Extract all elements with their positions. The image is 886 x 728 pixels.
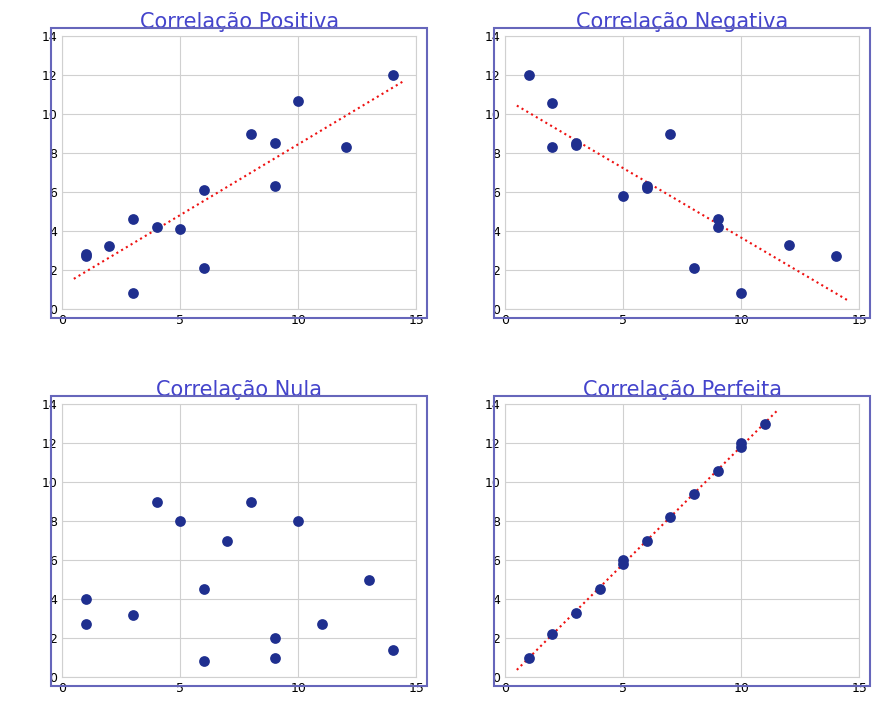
Point <box>593 584 607 596</box>
Point <box>102 240 116 252</box>
Point <box>781 239 796 250</box>
Point <box>173 223 187 235</box>
Point <box>734 288 749 299</box>
Point <box>758 418 772 430</box>
Point <box>569 607 583 619</box>
Point <box>616 190 630 202</box>
Point <box>711 221 725 233</box>
Title: Correlação Perfeita: Correlação Perfeita <box>583 380 781 400</box>
Point <box>79 249 93 261</box>
Point <box>244 128 258 140</box>
Point <box>197 584 211 596</box>
Title: Correlação Negativa: Correlação Negativa <box>576 12 789 32</box>
Point <box>734 441 749 453</box>
Point <box>338 141 353 153</box>
Title: Correlação Positiva: Correlação Positiva <box>140 12 338 32</box>
Title: Correlação Nula: Correlação Nula <box>156 380 323 400</box>
Point <box>268 633 282 644</box>
Point <box>197 656 211 668</box>
Point <box>385 69 400 81</box>
Point <box>79 593 93 605</box>
Point <box>664 512 678 523</box>
Point <box>687 488 701 500</box>
Point <box>173 515 187 527</box>
Point <box>640 535 654 547</box>
Point <box>522 69 536 81</box>
Point <box>545 628 559 640</box>
Point <box>385 644 400 656</box>
Point <box>268 138 282 149</box>
Point <box>126 609 140 620</box>
Point <box>569 140 583 151</box>
Point <box>569 138 583 149</box>
Point <box>687 262 701 274</box>
Point <box>711 213 725 225</box>
Point <box>150 221 164 233</box>
Point <box>711 464 725 476</box>
Point <box>828 250 843 262</box>
Point <box>291 95 306 106</box>
Point <box>545 97 559 108</box>
Point <box>197 262 211 274</box>
Point <box>197 184 211 196</box>
Point <box>664 128 678 140</box>
Point <box>126 213 140 225</box>
Point <box>616 558 630 570</box>
Point <box>315 619 329 630</box>
Point <box>79 250 93 262</box>
Point <box>362 574 377 585</box>
Point <box>616 555 630 566</box>
Point <box>268 652 282 663</box>
Point <box>221 535 235 547</box>
Point <box>734 438 749 449</box>
Point <box>640 183 654 194</box>
Point <box>79 619 93 630</box>
Point <box>545 141 559 153</box>
Point <box>291 515 306 527</box>
Point <box>244 496 258 507</box>
Point <box>640 181 654 192</box>
Point <box>522 652 536 663</box>
Point <box>126 288 140 299</box>
Point <box>268 181 282 192</box>
Point <box>150 496 164 507</box>
